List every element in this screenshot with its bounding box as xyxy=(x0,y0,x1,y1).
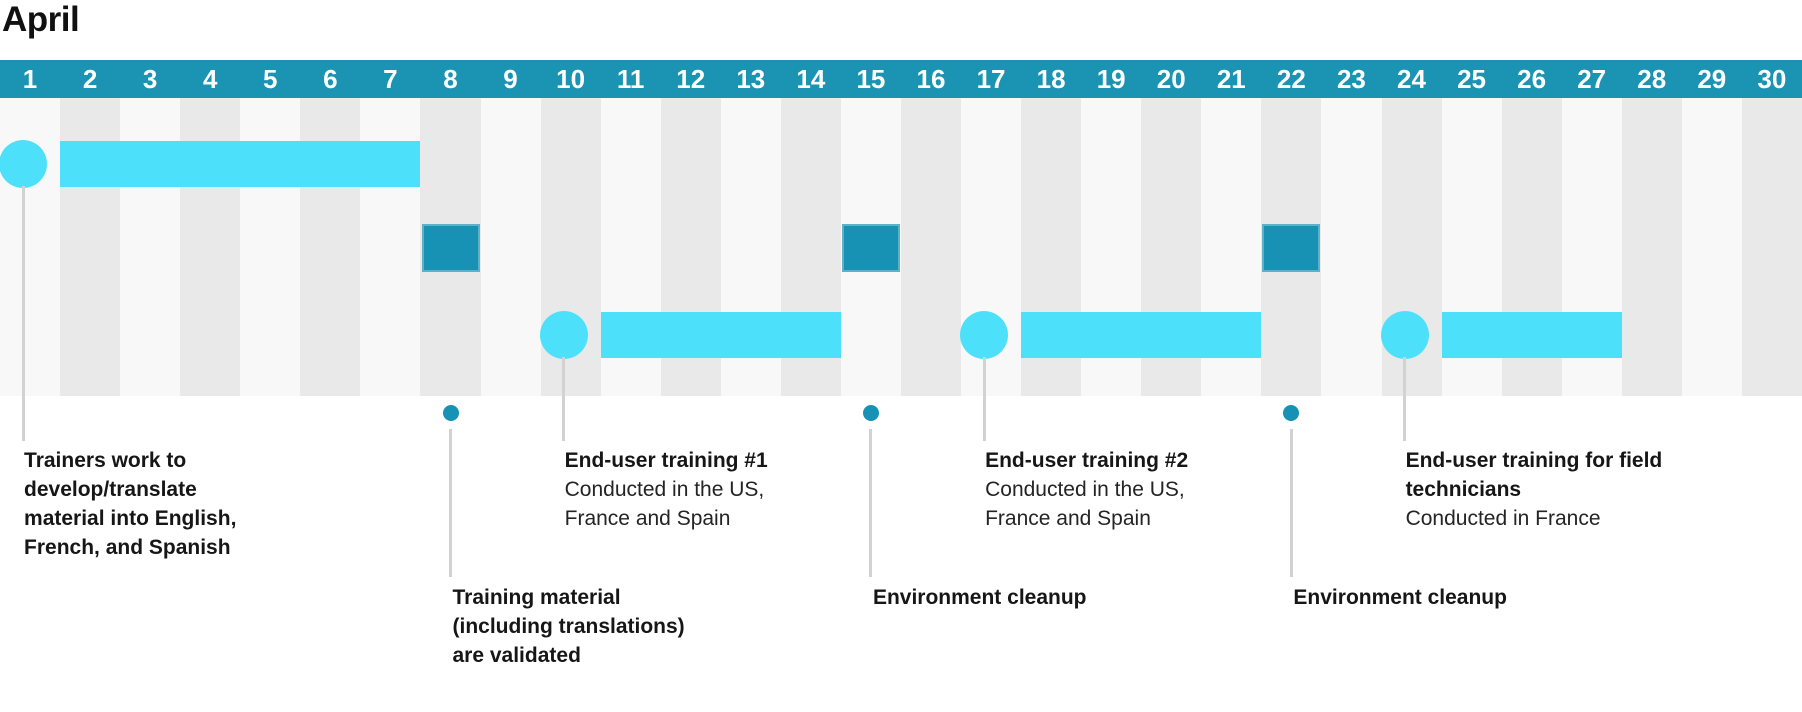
day-column xyxy=(1321,98,1383,396)
month-title: April xyxy=(2,0,80,39)
milestone-marker xyxy=(421,224,480,272)
milestone-label-title-line: Training material xyxy=(452,586,621,609)
milestone-marker xyxy=(1262,224,1321,272)
milestone-label: Environment cleanup xyxy=(1293,583,1507,612)
connector-line xyxy=(449,429,452,577)
day-header-cell: 9 xyxy=(503,63,518,94)
day-header-cell: 21 xyxy=(1216,63,1246,94)
task-start-marker xyxy=(539,311,588,359)
day-header-cell: 8 xyxy=(443,63,458,94)
day-header-cell: 30 xyxy=(1757,63,1787,94)
milestone-label: Training material (including translations… xyxy=(453,583,685,670)
task-bar xyxy=(60,141,421,187)
task-label-subtitle-line: Conducted in France xyxy=(1405,507,1601,530)
day-column xyxy=(1621,98,1683,396)
milestone-label-title-line: Environment cleanup xyxy=(1293,586,1507,609)
day-column xyxy=(1741,98,1802,396)
milestone-label-title-line: (including translations) xyxy=(452,615,685,638)
day-header-cell: 28 xyxy=(1637,63,1667,94)
connector-line xyxy=(562,357,566,441)
day-header-cell: 23 xyxy=(1336,63,1366,94)
day-header-cell: 15 xyxy=(856,63,886,94)
milestone-dot xyxy=(442,405,459,421)
milestone-label-title-line: are validated xyxy=(452,644,581,667)
day-header-cell: 11 xyxy=(616,63,645,94)
day-header-cell: 18 xyxy=(1036,63,1066,94)
milestone-dot xyxy=(862,405,879,421)
day-header-cell: 3 xyxy=(142,63,158,94)
connector-line xyxy=(982,357,986,441)
day-header-cell: 19 xyxy=(1096,63,1126,94)
task-start-marker xyxy=(1380,311,1429,359)
milestone-label: Environment cleanup xyxy=(873,583,1087,612)
day-header-cell: 24 xyxy=(1397,63,1426,94)
task-label-title-line: develop/translate xyxy=(24,478,197,501)
milestone-marker xyxy=(841,224,900,272)
day-header-cell: 20 xyxy=(1156,63,1186,94)
day-header-cell: 22 xyxy=(1276,63,1306,94)
task-label-title-line: End-user training #2 xyxy=(985,449,1189,472)
task-label-title-line: technicians xyxy=(1405,478,1522,501)
day-header-cell: 13 xyxy=(736,63,766,94)
day-header-cell: 12 xyxy=(676,63,706,94)
task-label: End-user training #2 Conducted in the US,… xyxy=(985,446,1188,533)
milestone-dot xyxy=(1283,405,1300,421)
task-label-title-line: End-user training #1 xyxy=(564,449,768,472)
task-label-title-line: Trainers work to xyxy=(24,449,187,472)
connector-line xyxy=(869,429,873,577)
task-bar xyxy=(1021,312,1262,358)
day-column xyxy=(901,98,962,396)
task-start-marker xyxy=(960,311,1009,359)
task-label-title-line: End-user training for field xyxy=(1405,449,1663,472)
task-start-marker xyxy=(0,140,48,188)
day-header-cell: 29 xyxy=(1697,63,1727,94)
task-label-subtitle-line: France and Spain xyxy=(985,507,1151,530)
day-header-cell: 14 xyxy=(796,63,826,94)
task-label-title-line: material into English, xyxy=(24,507,237,530)
task-label: End-user training for field technicians Co… xyxy=(1406,446,1663,533)
day-header-cell: 10 xyxy=(556,63,586,94)
task-label-subtitle-line: Conducted in the US, xyxy=(564,478,765,501)
day-header-cell: 6 xyxy=(323,63,338,94)
connector-line xyxy=(21,186,25,441)
day-column xyxy=(480,98,542,396)
task-bar xyxy=(1441,312,1622,358)
milestone-label-title-line: Environment cleanup xyxy=(872,586,1087,609)
day-header-cell: 25 xyxy=(1457,63,1486,94)
task-label-title-line: French, and Spanish xyxy=(24,536,231,559)
day-header-cell: 27 xyxy=(1577,63,1607,94)
task-label-subtitle-line: France and Spain xyxy=(564,507,731,530)
task-label-subtitle-line: Conducted in the US, xyxy=(985,478,1185,501)
day-column xyxy=(1681,98,1743,396)
task-label: Trainers work to develop/translate materia… xyxy=(24,446,236,562)
connector-line xyxy=(1289,429,1293,577)
connector-line xyxy=(1403,357,1407,441)
day-header-bar: 1 2 3 4 5 6 7 8 9 10 11 12 13 14 15 16 17 18 19 20 21 22 23 24 2… xyxy=(0,60,1802,98)
day-header-cell: 17 xyxy=(976,63,1006,94)
day-header-cell: 2 xyxy=(82,63,98,94)
day-header-cell: 26 xyxy=(1517,63,1547,94)
task-bar xyxy=(600,312,841,358)
day-header-cell: 1 xyxy=(22,63,38,94)
day-header-cell: 7 xyxy=(383,63,398,94)
day-header-cell: 16 xyxy=(916,63,946,94)
day-header-cell: 4 xyxy=(202,63,218,94)
task-label: End-user training #1 Conducted in the US,… xyxy=(565,446,768,533)
day-header-cell: 5 xyxy=(263,63,278,94)
